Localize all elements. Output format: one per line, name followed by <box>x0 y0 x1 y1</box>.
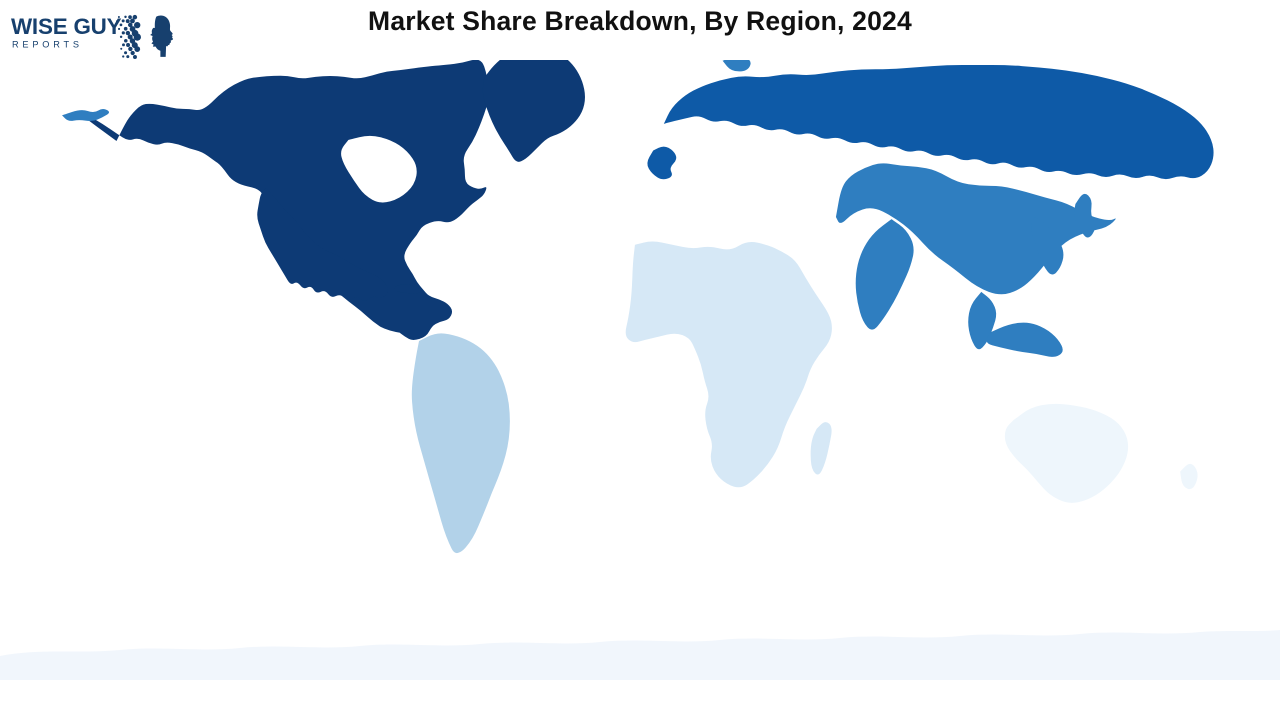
svg-text:REPORTS: REPORTS <box>12 40 83 50</box>
